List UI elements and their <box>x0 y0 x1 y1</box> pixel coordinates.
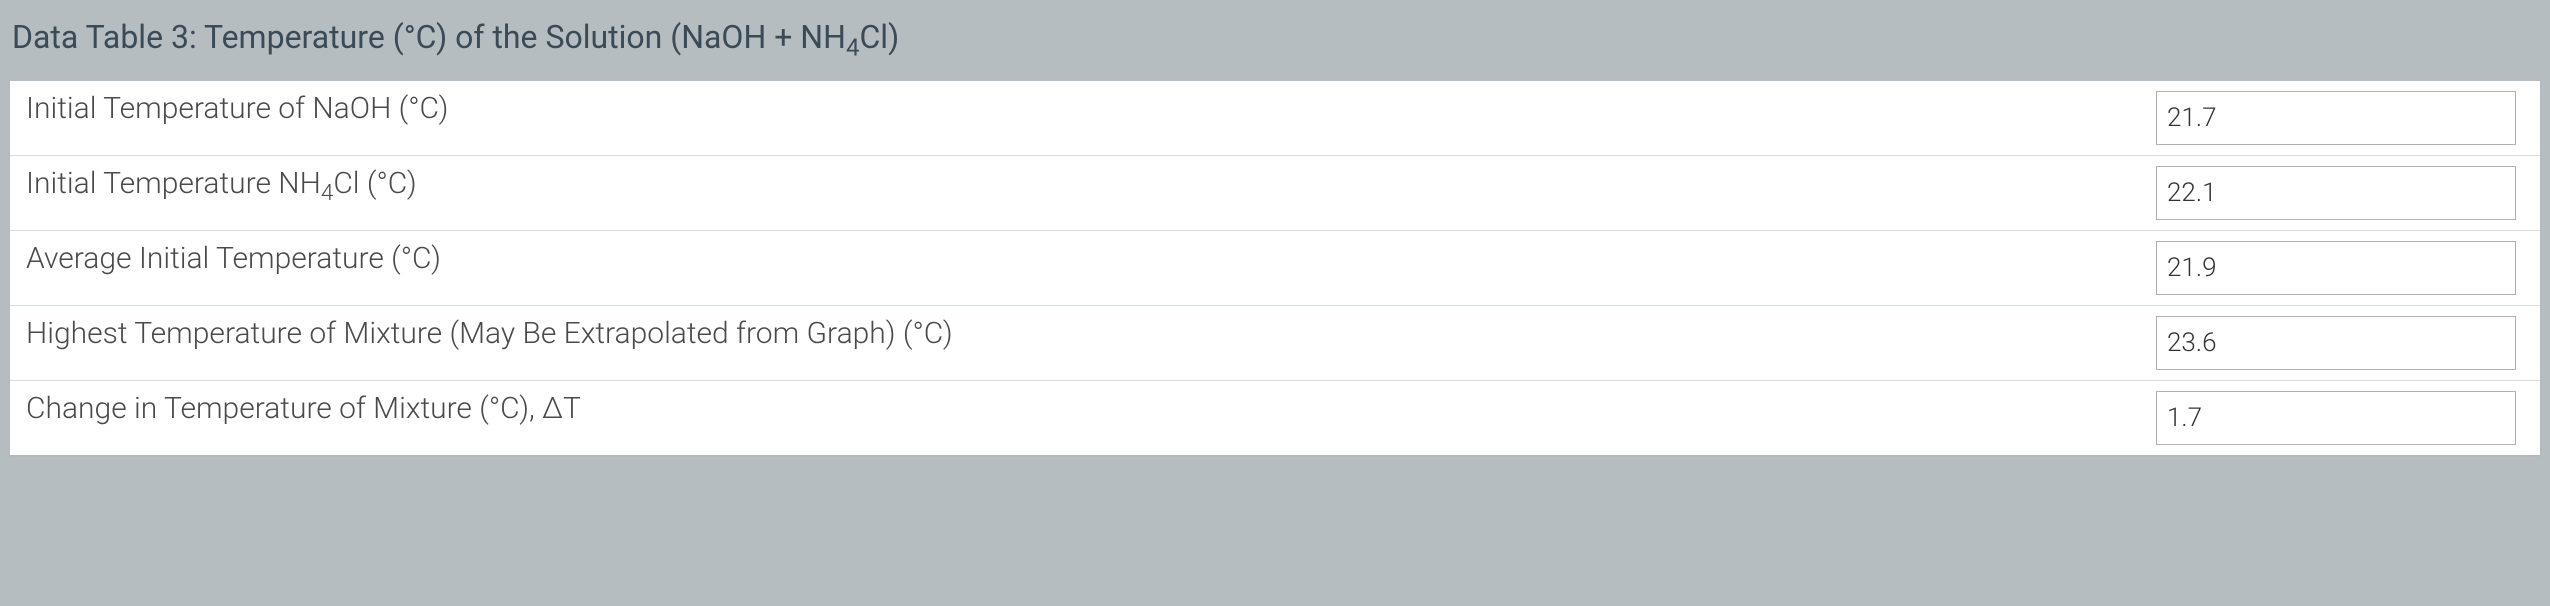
row-label: Initial Temperature NH4Cl (°C) <box>10 156 2140 231</box>
table-row: Highest Temperature of Mixture (May Be E… <box>10 306 2540 381</box>
label-prefix: Highest Temperature of Mixture (May Be E… <box>26 316 953 351</box>
label-subscript: 4 <box>321 180 333 206</box>
label-prefix: Initial Temperature NH <box>26 166 321 201</box>
data-table: Initial Temperature of NaOH (°C) Initial… <box>10 81 2540 455</box>
temperature-input-highest[interactable] <box>2156 316 2516 370</box>
temperature-input-nh4cl[interactable] <box>2156 166 2516 220</box>
label-suffix: Cl (°C) <box>333 166 416 201</box>
temperature-input-naoh[interactable] <box>2156 91 2516 145</box>
row-label: Average Initial Temperature (°C) <box>10 231 2140 306</box>
row-label: Change in Temperature of Mixture (°C), Δ… <box>10 381 2140 456</box>
label-prefix: Change in Temperature of Mixture (°C), Δ… <box>26 391 581 426</box>
table-row: Average Initial Temperature (°C) <box>10 231 2540 306</box>
label-prefix: Average Initial Temperature (°C) <box>26 241 441 276</box>
title-prefix: Data Table 3: Temperature (°C) of the So… <box>12 18 846 56</box>
row-value-cell <box>2140 81 2540 156</box>
table-body: Initial Temperature of NaOH (°C) Initial… <box>10 81 2540 455</box>
title-suffix: Cl) <box>859 18 899 56</box>
table-title: Data Table 3: Temperature (°C) of the So… <box>10 0 2540 81</box>
title-subscript: 4 <box>846 33 860 61</box>
table-row: Initial Temperature NH4Cl (°C) <box>10 156 2540 231</box>
table-row: Initial Temperature of NaOH (°C) <box>10 81 2540 156</box>
row-value-cell <box>2140 231 2540 306</box>
label-prefix: Initial Temperature of NaOH (°C) <box>26 91 448 126</box>
row-label: Initial Temperature of NaOH (°C) <box>10 81 2140 156</box>
row-label: Highest Temperature of Mixture (May Be E… <box>10 306 2140 381</box>
temperature-input-delta[interactable] <box>2156 391 2516 445</box>
table-row: Change in Temperature of Mixture (°C), Δ… <box>10 381 2540 456</box>
row-value-cell <box>2140 306 2540 381</box>
temperature-input-average[interactable] <box>2156 241 2516 295</box>
table-container: Data Table 3: Temperature (°C) of the So… <box>0 0 2550 495</box>
row-value-cell <box>2140 156 2540 231</box>
row-value-cell <box>2140 381 2540 456</box>
